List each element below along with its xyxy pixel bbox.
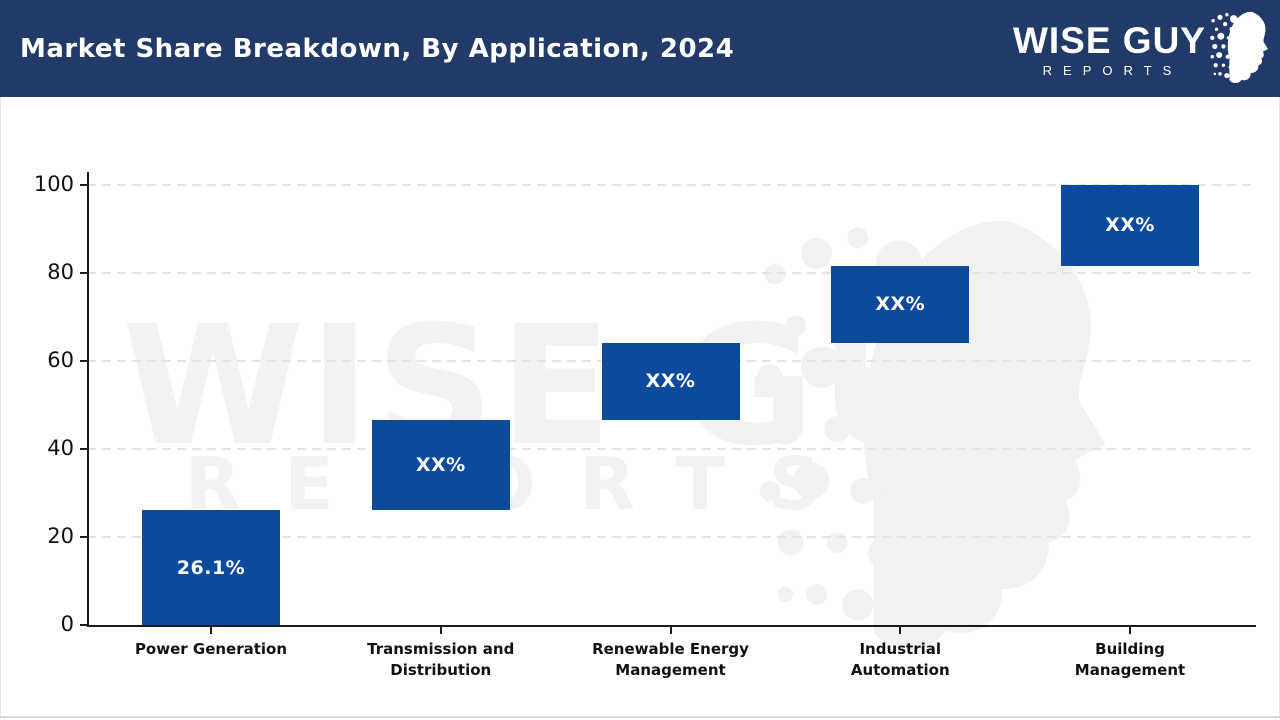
x-axis-tick bbox=[210, 627, 212, 634]
gridline bbox=[87, 448, 1256, 450]
y-axis-tick bbox=[80, 448, 88, 450]
y-tick-label: 40 bbox=[47, 436, 74, 460]
brand-logo-text: WISE GUY REPORTS bbox=[1013, 20, 1206, 78]
brand-subtitle: REPORTS bbox=[1042, 63, 1183, 78]
gridline bbox=[87, 536, 1256, 538]
bar: XX% bbox=[371, 419, 510, 511]
bar-value-label: 26.1% bbox=[176, 556, 246, 579]
x-axis-tick bbox=[439, 627, 442, 634]
bar-value-label: XX% bbox=[415, 453, 466, 476]
y-axis-tick bbox=[80, 536, 88, 538]
x-axis-tick bbox=[1129, 627, 1131, 634]
y-tick-label: 60 bbox=[47, 348, 74, 372]
frame-left-border bbox=[0, 97, 1, 718]
x-tick-label: Building Management bbox=[1074, 640, 1186, 679]
x-tick-label: Power Generation bbox=[134, 640, 288, 658]
y-tick-label: 80 bbox=[47, 260, 74, 284]
header-bar: Market Share Breakdown, By Application, … bbox=[0, 0, 1280, 97]
x-tick-label: Industrial Automation bbox=[850, 640, 950, 679]
face-profile-dots-icon bbox=[1208, 9, 1268, 89]
y-tick-label: 0 bbox=[60, 612, 74, 636]
bar-value-label: XX% bbox=[645, 370, 696, 393]
x-axis-tick bbox=[899, 627, 902, 634]
y-axis-tick bbox=[80, 360, 88, 362]
bar-value-label: XX% bbox=[1105, 214, 1155, 237]
y-axis-tick bbox=[80, 272, 88, 274]
page-title: Market Share Breakdown, By Application, … bbox=[20, 33, 735, 64]
bar: XX% bbox=[1061, 185, 1199, 266]
x-axis-tick bbox=[669, 627, 672, 634]
bar: 26.1% bbox=[142, 510, 280, 625]
frame-bottom-border bbox=[0, 716, 1280, 718]
y-axis-line bbox=[87, 172, 89, 627]
y-tick-label: 100 bbox=[33, 172, 74, 196]
brand-name: WISE GUY bbox=[1012, 20, 1206, 61]
bar: XX% bbox=[601, 342, 740, 420]
y-tick-label: 20 bbox=[47, 524, 74, 548]
y-axis-tick bbox=[80, 624, 88, 626]
x-tick-label: Transmission and Distribution bbox=[367, 640, 515, 679]
gridline bbox=[87, 272, 1256, 274]
x-axis-line bbox=[87, 625, 1256, 627]
brand-logo: WISE GUY REPORTS bbox=[1013, 6, 1268, 92]
bar: XX% bbox=[831, 265, 970, 343]
bar-value-label: XX% bbox=[875, 293, 926, 316]
y-axis-tick bbox=[80, 184, 88, 186]
gridline bbox=[87, 184, 1256, 186]
x-tick-label: Renewable Energy Management bbox=[592, 640, 749, 679]
plot-area: WISE GUY REPORTS 02040608010026.1%Power … bbox=[0, 97, 1280, 720]
